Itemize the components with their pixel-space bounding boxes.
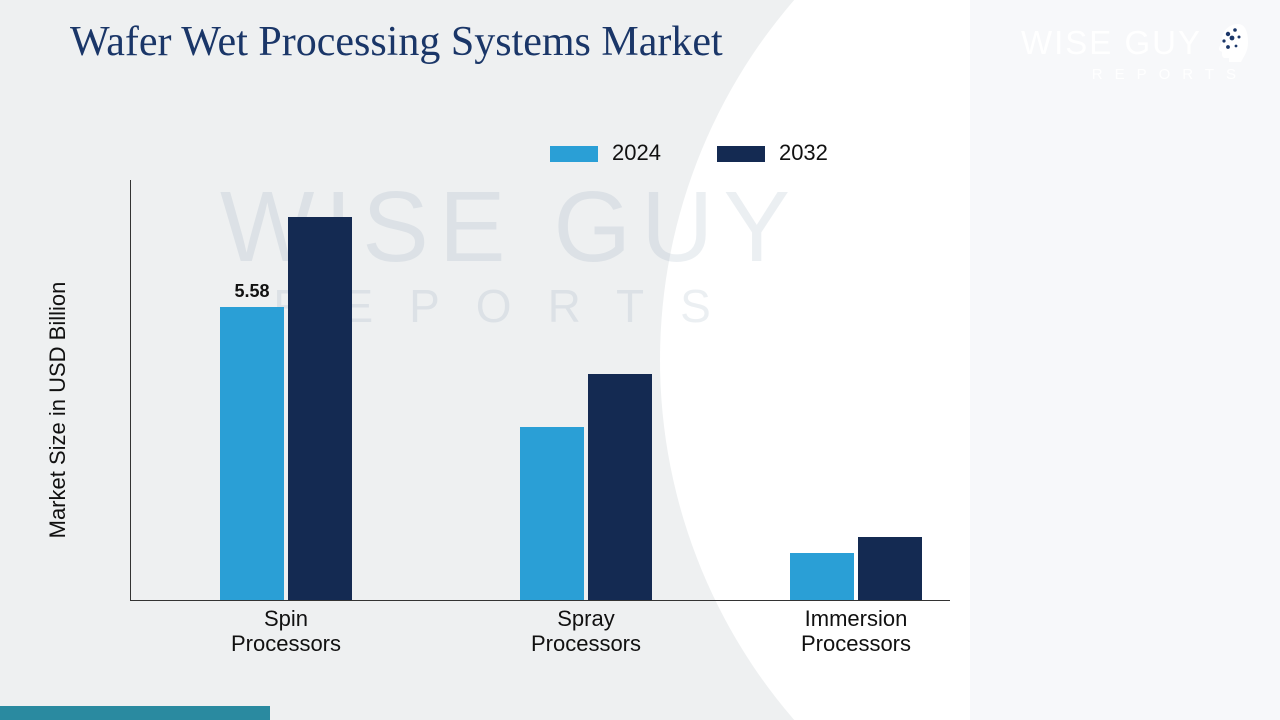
legend-label: 2032 [779, 140, 828, 165]
legend-item: 2032 [717, 140, 828, 166]
x-axis-label: SpinProcessors [196, 606, 376, 657]
x-axis-label: ImmersionProcessors [766, 606, 946, 657]
y-axis-label: Market Size in USD Billion [45, 282, 71, 539]
legend-item: 2024 [550, 140, 661, 166]
legend-label: 2024 [612, 140, 661, 165]
chart-title: Wafer Wet Processing Systems Market [70, 18, 723, 66]
x-axis-label: SprayProcessors [496, 606, 676, 657]
bar [858, 537, 922, 600]
brand-logo-text: WISE GUY [1021, 26, 1202, 59]
brand-logo-sub: REPORTS [1007, 66, 1248, 83]
legend-swatch-2032 [717, 146, 765, 162]
bar: 5.58 [220, 307, 284, 600]
brand-head-icon [1208, 20, 1252, 64]
chart-area: 2024 2032 Market Size in USD Billion 5.5… [70, 140, 950, 680]
page: WISE GUY REPORTS WISE GUY REPORTS Wafer … [0, 0, 1280, 720]
bar [288, 217, 352, 600]
bar [588, 374, 652, 600]
brand-logo-main: WISE GUY [1007, 20, 1252, 64]
legend-swatch-2024 [550, 146, 598, 162]
legend: 2024 2032 [550, 140, 828, 166]
y-axis-line [130, 180, 131, 600]
plot-area: 5.58SpinProcessorsSprayProcessorsImmersi… [130, 180, 950, 601]
footer-accent [0, 706, 270, 720]
bar [520, 427, 584, 600]
bar-value-label: 5.58 [234, 281, 269, 302]
bar [790, 553, 854, 600]
brand-logo: WISE GUY REPORTS [1007, 20, 1252, 83]
